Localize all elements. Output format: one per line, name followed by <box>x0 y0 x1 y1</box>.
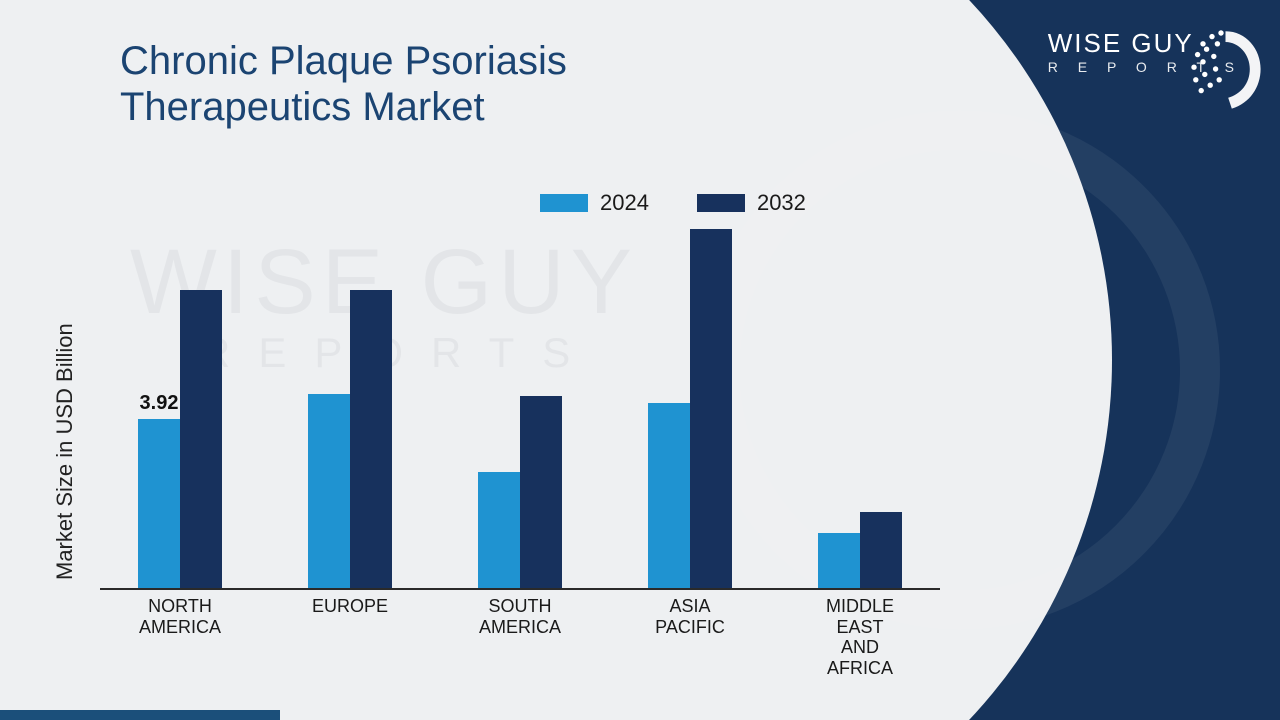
brand-logo: WISE GUY R E P O R T S <box>1048 28 1242 75</box>
legend-swatch-a <box>540 194 588 212</box>
bar-series-a <box>478 472 520 590</box>
bar-group <box>478 396 562 590</box>
legend-label-b: 2032 <box>757 190 806 216</box>
x-axis-label: NORTHAMERICA <box>110 596 250 637</box>
bar-series-a <box>138 419 180 590</box>
legend-item-2024: 2024 <box>540 190 649 216</box>
bar-series-b <box>520 396 562 590</box>
plot-area: 3.92 <box>100 220 940 590</box>
x-axis-label: ASIAPACIFIC <box>620 596 760 637</box>
bar-series-b <box>690 229 732 590</box>
logo-line2: R E P O R T S <box>1048 59 1242 75</box>
value-label: 3.92 <box>140 392 179 415</box>
accent-bar <box>0 710 280 720</box>
x-axis-label: MIDDLEEASTANDAFRICA <box>790 596 930 679</box>
legend-swatch-b <box>697 194 745 212</box>
logo-line1: WISE GUY <box>1048 28 1242 59</box>
bar-series-a <box>308 394 350 590</box>
legend-label-a: 2024 <box>600 190 649 216</box>
bar-group <box>818 512 902 590</box>
bar-series-a <box>648 403 690 590</box>
bar-chart: 3.92 <box>100 220 940 590</box>
x-axis-label: SOUTHAMERICA <box>450 596 590 637</box>
x-axis-baseline <box>100 588 940 590</box>
bar-series-b <box>860 512 902 590</box>
bar-series-a <box>818 533 860 590</box>
bar-group <box>308 290 392 590</box>
x-axis-label: EUROPE <box>280 596 420 617</box>
bar-series-b <box>180 290 222 590</box>
page-title: Chronic Plaque Psoriasis Therapeutics Ma… <box>120 38 740 130</box>
bar-group <box>138 290 222 590</box>
legend: 2024 2032 <box>540 190 806 216</box>
legend-item-2032: 2032 <box>697 190 806 216</box>
y-axis-label: Market Size in USD Billion <box>52 323 78 580</box>
bar-group <box>648 229 732 590</box>
bar-series-b <box>350 290 392 590</box>
